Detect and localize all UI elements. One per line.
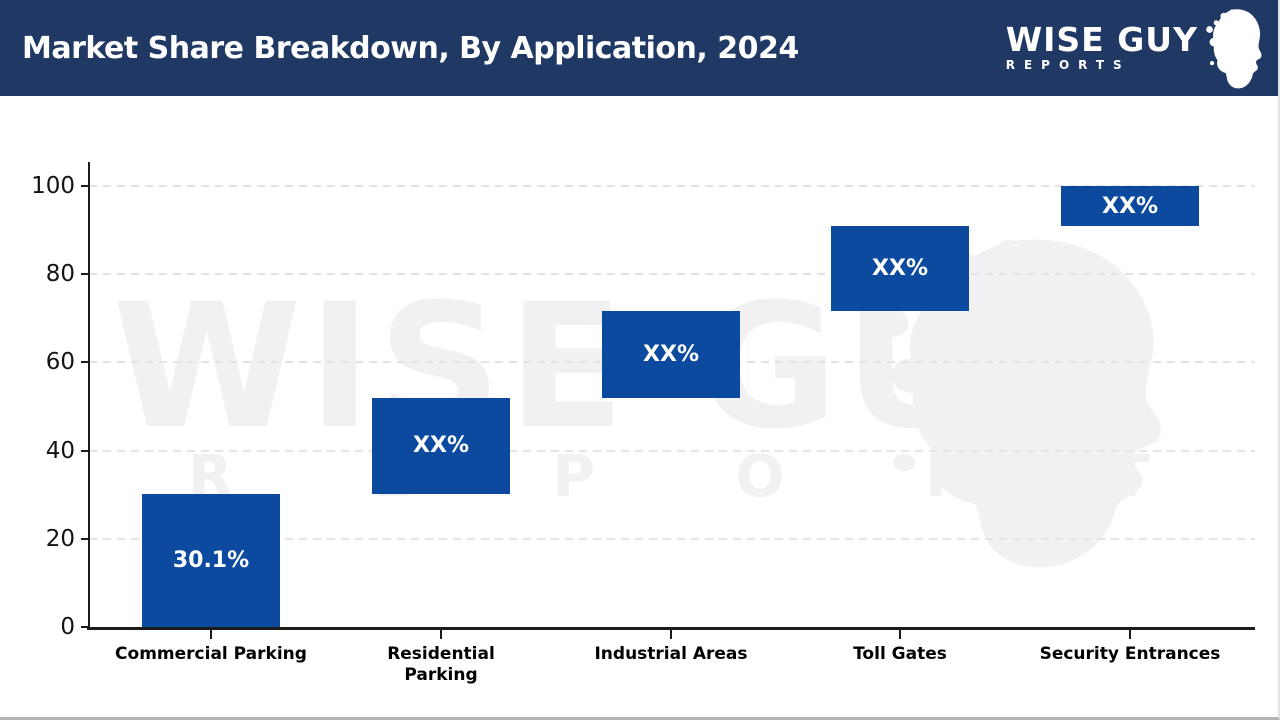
- y-tick-mark: [81, 537, 89, 540]
- brand-logo-text: WISE GUY REPORTS: [1006, 23, 1198, 73]
- x-category-label: Commercial Parking: [115, 644, 307, 664]
- chart-region: WISE GUY R E P O R T S 0 20 40 60 80 100 30.1%…: [0, 96, 1278, 717]
- bar-value-label: 30.1%: [172, 548, 250, 574]
- x-axis-spine: [87, 627, 1255, 630]
- bar-segment: XX%: [602, 311, 740, 398]
- gridline-y20: [89, 537, 1255, 540]
- x-tick-mark: [440, 630, 442, 639]
- bar-value-label: XX%: [643, 341, 699, 367]
- page-title: Market Share Breakdown, By Application, …: [22, 30, 799, 66]
- x-category-label: Toll Gates: [853, 644, 947, 664]
- gridline-y100: [89, 185, 1255, 187]
- x-tick-mark: [899, 630, 901, 639]
- bar-segment: XX%: [831, 226, 969, 312]
- brand-name: WISE GUY: [1005, 20, 1198, 59]
- y-tick-label: 80: [45, 261, 75, 288]
- y-axis-spine: [88, 162, 90, 630]
- y-tick-mark: [81, 449, 89, 452]
- bar-segment: XX%: [372, 397, 510, 495]
- waterfall-chart: 0 20 40 60 80 100 30.1% XX% XX% XX% XX% Commercial …: [0, 96, 1278, 717]
- bar-segment: 30.1%: [142, 494, 280, 627]
- bar-value-label: XX%: [1102, 193, 1158, 219]
- brand-subname: REPORTS: [1005, 58, 1131, 72]
- y-tick-label: 20: [45, 525, 75, 552]
- x-category-label: Residential Parking: [387, 644, 495, 685]
- x-category-label: Security Entrances: [1039, 644, 1221, 664]
- gridline-y40: [89, 449, 1255, 452]
- y-tick-label: 0: [60, 614, 75, 640]
- y-tick-mark: [81, 361, 89, 364]
- brand-logo: WISE GUY REPORTS: [1006, 4, 1264, 92]
- y-tick-mark: [81, 273, 89, 276]
- x-tick-mark: [1129, 630, 1131, 639]
- x-tick-mark: [670, 630, 672, 639]
- y-tick-mark: [81, 626, 89, 628]
- brand-head-icon: [1206, 9, 1262, 89]
- header-bar: Market Share Breakdown, By Application, …: [0, 0, 1278, 96]
- x-tick-mark: [210, 630, 212, 639]
- gridline-y80: [89, 273, 1255, 276]
- bar-value-label: XX%: [413, 433, 469, 459]
- y-tick-label: 100: [31, 173, 75, 199]
- bar-segment: XX%: [1061, 186, 1199, 227]
- x-category-label: Industrial Areas: [594, 644, 748, 664]
- y-tick-label: 40: [45, 437, 75, 464]
- y-tick-mark: [81, 185, 89, 187]
- bar-value-label: XX%: [872, 256, 928, 282]
- y-tick-label: 60: [45, 349, 75, 376]
